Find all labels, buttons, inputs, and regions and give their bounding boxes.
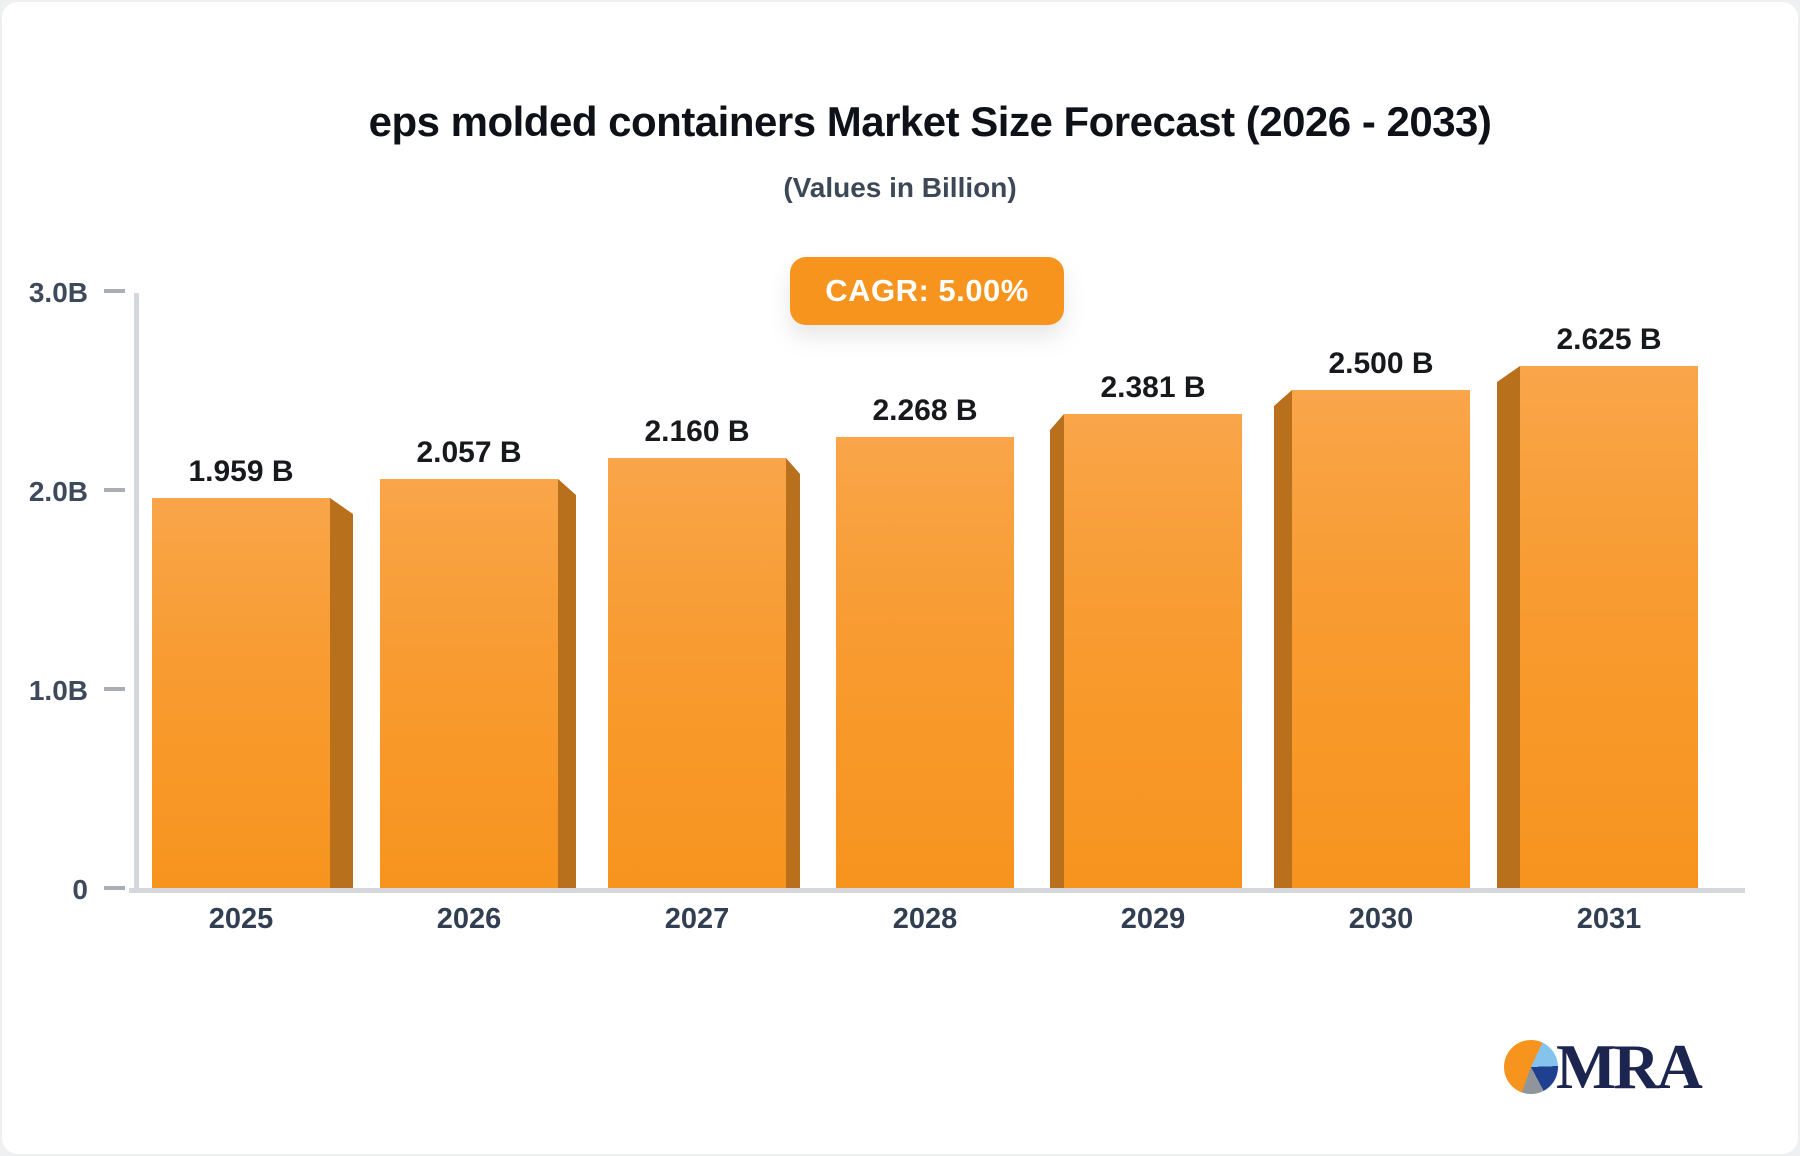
brand-logo: MRA: [1504, 1031, 1703, 1102]
y-axis-tick-mark: [104, 289, 125, 293]
y-axis-tick-mark: [104, 886, 125, 890]
y-axis-tick-mark: [104, 687, 125, 691]
x-axis-category-label: 2029: [1120, 903, 1186, 935]
y-axis-tick-label: 3.0B: [28, 277, 88, 308]
cagr-badge: CAGR: 5.00%: [790, 257, 1064, 325]
x-axis-category-label: 2030: [1348, 903, 1414, 935]
bar-value-label: 2.500 B: [1328, 347, 1434, 380]
bar-side-face: [558, 479, 576, 888]
y-axis-tick-label: 0: [72, 874, 88, 905]
bar-side-face: [1497, 366, 1520, 888]
y-axis-tick-label: 1.0B: [28, 675, 88, 706]
x-axis-category-label: 2025: [208, 903, 274, 935]
bar-value-label: 2.160 B: [644, 415, 750, 448]
x-axis-category-label: 2028: [892, 903, 958, 935]
bar-value-label: 2.625 B: [1556, 323, 1662, 356]
pie-chart-icon: [1504, 1040, 1558, 1094]
bar: [836, 437, 1014, 888]
bar: [380, 479, 558, 888]
x-axis-category-label: 2026: [436, 903, 502, 935]
bar: [1064, 414, 1242, 888]
bar: [1520, 366, 1698, 888]
bar-value-label: 1.959 B: [188, 455, 294, 488]
x-axis-category-label: 2031: [1576, 903, 1642, 935]
brand-text: MRA: [1556, 1031, 1703, 1102]
bar-value-label: 2.057 B: [416, 436, 522, 469]
y-axis-line: [134, 293, 139, 893]
bar-value-label: 2.268 B: [872, 394, 978, 427]
y-axis-tick-label: 2.0B: [28, 476, 88, 507]
x-axis-line: [129, 888, 1745, 893]
bar: [1292, 390, 1470, 888]
bar-value-label: 2.381 B: [1100, 371, 1206, 404]
bar-side-face: [330, 498, 353, 888]
bar: [152, 498, 330, 888]
y-axis-tick-mark: [104, 488, 125, 492]
chart-title: eps molded containers Market Size Foreca…: [368, 98, 1492, 145]
chart-subtitle: (Values in Billion): [783, 172, 1017, 203]
bar-side-face: [1050, 414, 1064, 888]
x-axis-category-label: 2027: [664, 903, 730, 935]
bar-side-face: [1274, 390, 1292, 888]
bar: [608, 458, 786, 888]
bar-side-face: [786, 458, 800, 888]
